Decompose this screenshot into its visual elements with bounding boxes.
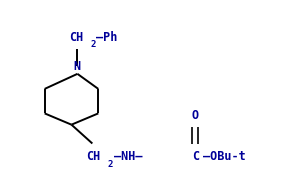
Text: 2: 2: [108, 160, 113, 169]
Text: C: C: [192, 150, 199, 163]
Text: CH: CH: [86, 150, 101, 163]
Text: CH: CH: [70, 31, 84, 44]
Text: N: N: [74, 60, 81, 73]
Text: —Ph: —Ph: [96, 31, 118, 44]
Text: —OBu-t: —OBu-t: [203, 150, 245, 163]
Text: 2: 2: [91, 40, 96, 49]
Text: —NH—: —NH—: [114, 150, 142, 163]
Text: O: O: [192, 109, 199, 122]
